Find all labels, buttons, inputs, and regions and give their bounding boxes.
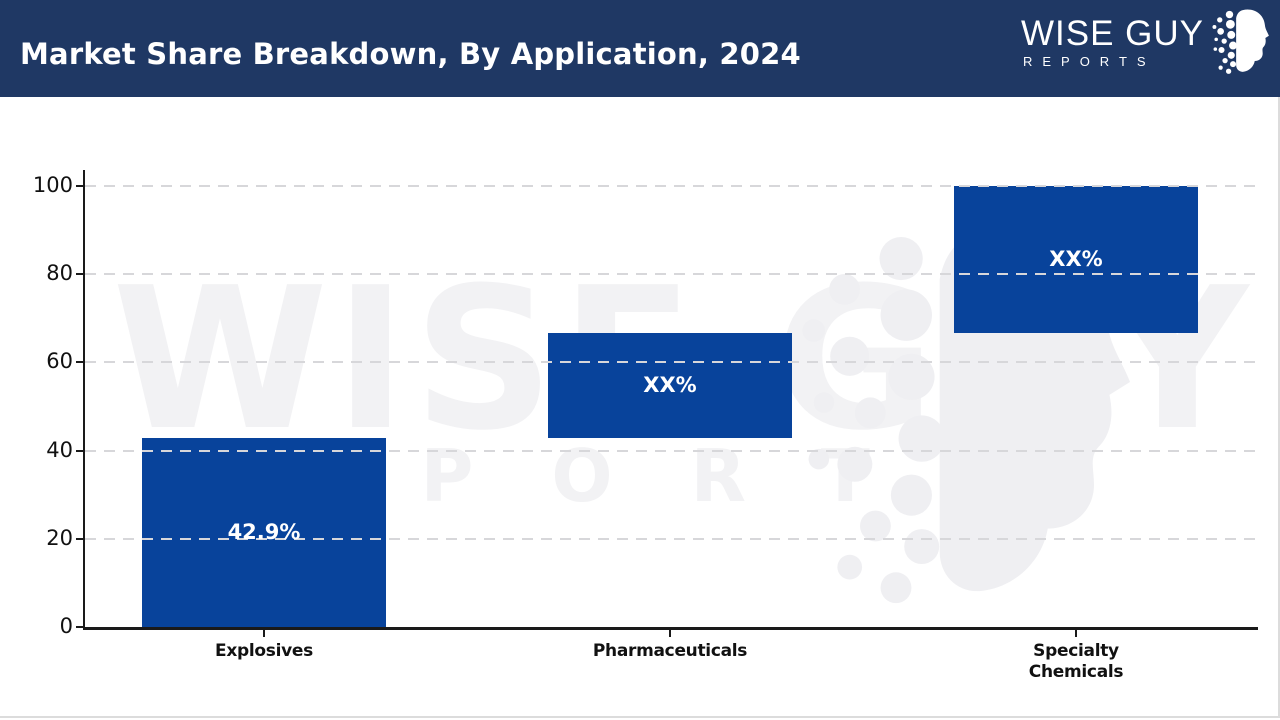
brand-logo-text: WISE GUY REPORTS (1021, 16, 1204, 68)
bar-label-specialty-chemicals: XX% (1049, 247, 1103, 272)
x-tick-mark (669, 630, 671, 637)
bar-pharmaceuticals (548, 332, 792, 438)
bar-label-pharmaceuticals: XX% (643, 373, 697, 398)
y-tick-label: 100 (32, 173, 73, 198)
y-tick-mark (76, 537, 83, 540)
x-category-label-pharmaceuticals: Pharmaceuticals (592, 641, 748, 661)
x-category-label-specialty-chemicals: Specialty Chemicals (1028, 641, 1124, 683)
x-category-label-explosives: Explosives (215, 641, 313, 661)
logo-face-icon (1212, 9, 1269, 74)
gridline (85, 449, 1258, 452)
chart-title: Market Share Breakdown, By Application, … (20, 36, 801, 71)
y-axis-line (83, 170, 85, 630)
logo-wordmark: WISE GUY (1020, 14, 1204, 53)
y-tick-label: 60 (46, 349, 73, 374)
x-tick-mark (1075, 630, 1077, 637)
x-axis-line (83, 627, 1258, 630)
gridline (85, 185, 1258, 187)
y-tick-label: 20 (46, 525, 73, 550)
y-tick-label: 80 (46, 261, 73, 286)
gridline (85, 273, 1258, 276)
y-tick-mark (76, 273, 83, 276)
x-tick-mark (263, 630, 265, 637)
y-tick-mark (76, 626, 83, 628)
y-tick-label: 0 (59, 614, 73, 639)
y-tick-label: 40 (46, 437, 73, 462)
y-tick-mark (76, 449, 83, 452)
bar-label-explosives: 42.9% (227, 520, 301, 545)
header: Market Share Breakdown, By Application, … (0, 0, 1280, 97)
y-tick-mark (76, 361, 83, 364)
y-tick-mark (76, 185, 83, 187)
gridline (85, 361, 1258, 364)
logo-subtext: REPORTS (1022, 54, 1156, 69)
bar-explosives (142, 437, 386, 627)
gridline (85, 537, 1258, 540)
brand-logo: WISE GUY REPORTS (1021, 6, 1272, 78)
